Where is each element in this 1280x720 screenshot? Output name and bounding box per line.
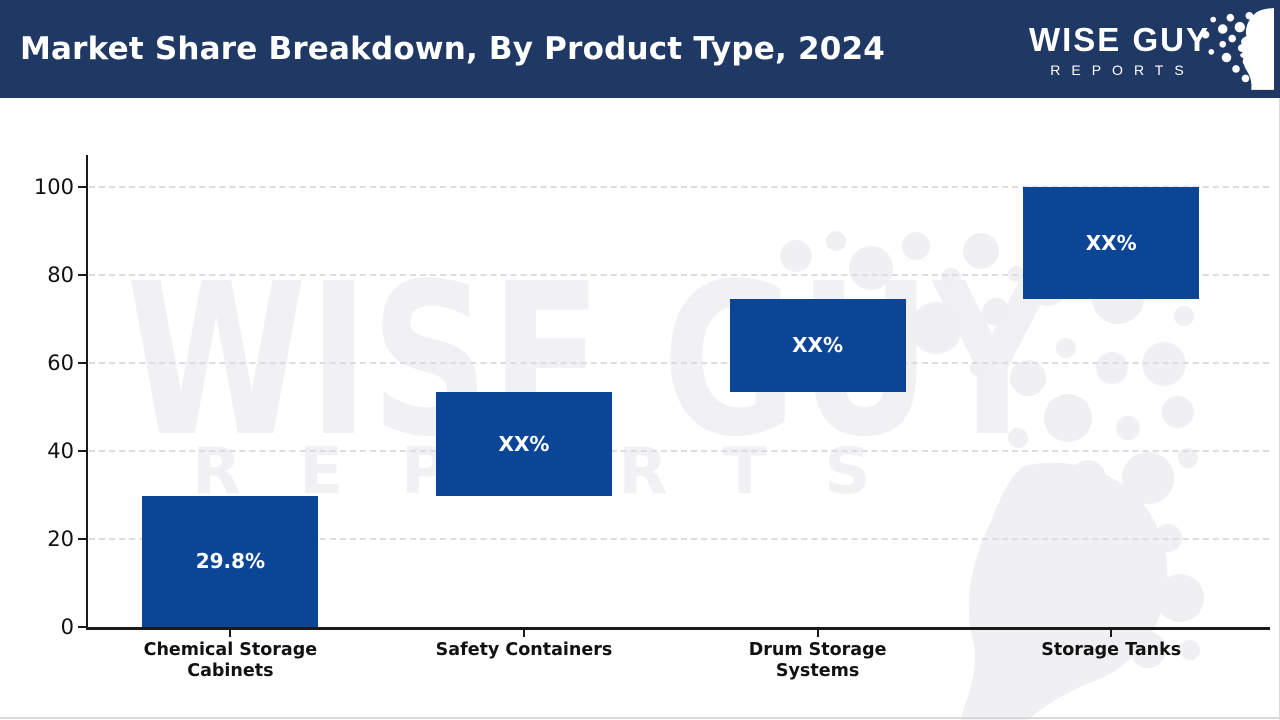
x-tick-mark: [816, 629, 819, 637]
x-axis-line: [86, 627, 1270, 630]
y-tick-mark: [78, 626, 86, 628]
x-tick-mark: [229, 629, 232, 637]
gridline-100: [89, 186, 1269, 188]
wise-guy-logo: WISE GUY REPORTS: [1029, 2, 1274, 96]
logo-subtitle: REPORTS: [1050, 61, 1195, 78]
y-tick-label: 20: [47, 527, 74, 551]
y-tick-label: 80: [47, 263, 74, 287]
y-axis-line: [86, 155, 88, 629]
bar: XX%: [1023, 187, 1200, 300]
x-tick-label: Safety Containers: [435, 640, 613, 660]
gridline-60: [89, 362, 1269, 364]
y-tick-mark: [78, 538, 86, 540]
y-tick-mark: [78, 450, 86, 452]
x-tick-label: Chemical Storage Cabinets: [143, 640, 318, 681]
y-tick-label: 0: [60, 615, 74, 639]
bar: XX%: [436, 391, 612, 496]
y-tick-mark: [78, 274, 86, 276]
plot: 29.8% XX% XX% XX% 0 20 40 60 80 100 Chemical Stora…: [0, 98, 1280, 720]
y-tick-mark: [78, 186, 86, 188]
header-bar: Market Share Breakdown, By Product Type,…: [0, 0, 1280, 98]
chart-area: WISE GUY REPORTS: [0, 98, 1280, 720]
bar: 29.8%: [142, 495, 319, 627]
bar-value-label: XX%: [498, 431, 550, 456]
bar-value-label: XX%: [792, 333, 844, 358]
y-tick-label: 100: [33, 175, 74, 199]
y-tick-label: 40: [47, 439, 74, 463]
x-tick-label: Storage Tanks: [1041, 640, 1182, 660]
logo-wordmark: WISE GUY: [1028, 20, 1210, 58]
x-tick-mark: [523, 629, 525, 637]
bar-value-label: XX%: [1085, 231, 1137, 256]
logo-text: WISE GUY REPORTS: [1029, 21, 1210, 78]
gridline-40: [89, 450, 1269, 452]
page-border-bottom: [0, 717, 1280, 719]
y-tick-mark: [78, 362, 86, 364]
gridline-80: [89, 274, 1269, 276]
chart-title: Market Share Breakdown, By Product Type,…: [20, 31, 886, 67]
y-tick-label: 60: [47, 351, 74, 375]
logo-head-icon: [1201, 8, 1274, 90]
x-tick-label: Drum Storage Systems: [748, 640, 887, 681]
bar-value-label: 29.8%: [195, 549, 266, 574]
bar: XX%: [729, 299, 906, 392]
gridline-20: [89, 538, 1269, 540]
x-tick-mark: [1110, 629, 1113, 637]
